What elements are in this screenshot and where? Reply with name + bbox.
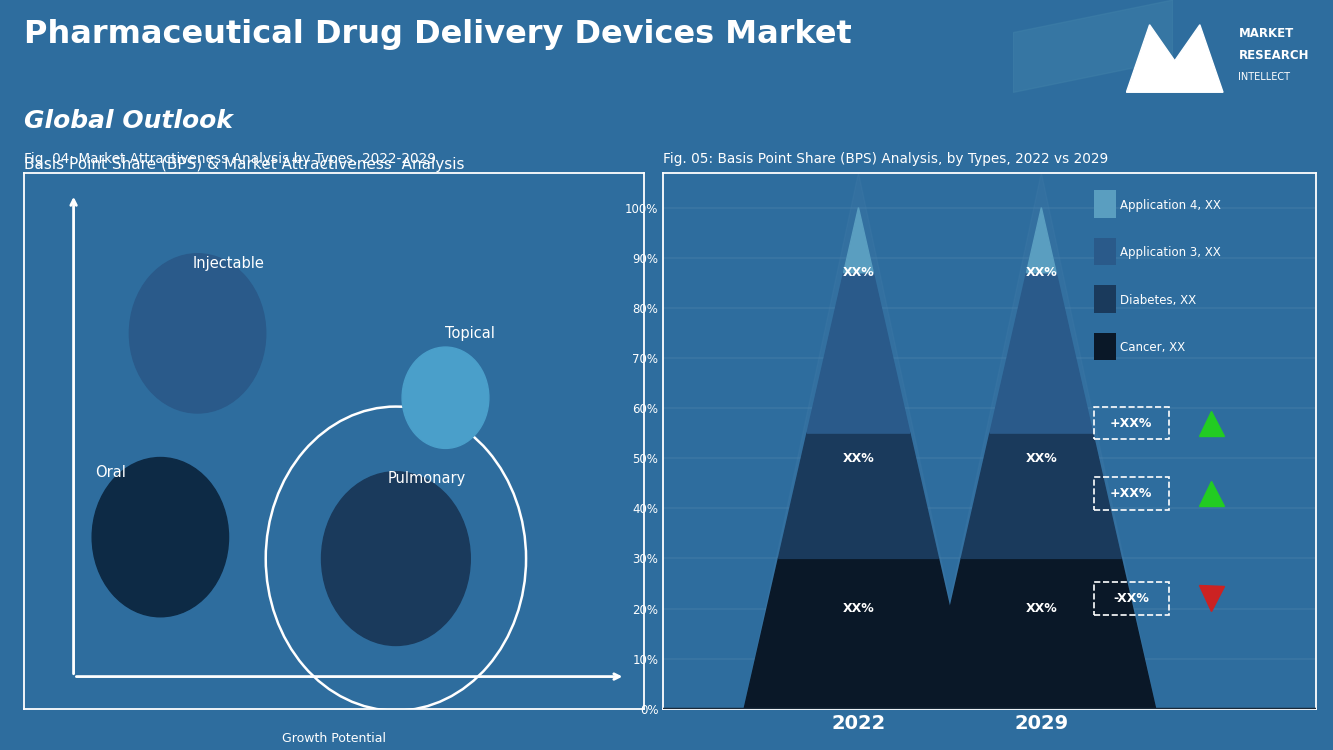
Polygon shape xyxy=(926,172,1156,709)
Text: Application 4, XX: Application 4, XX xyxy=(1120,199,1221,211)
Text: XX%: XX% xyxy=(842,602,874,615)
Text: +XX%: +XX% xyxy=(1110,416,1152,430)
Text: Injectable: Injectable xyxy=(192,256,264,272)
Text: XX%: XX% xyxy=(842,266,874,279)
Polygon shape xyxy=(1026,208,1056,273)
Polygon shape xyxy=(844,208,873,273)
Text: Global Outlook: Global Outlook xyxy=(24,109,233,133)
Ellipse shape xyxy=(129,254,265,413)
Ellipse shape xyxy=(403,347,489,448)
Polygon shape xyxy=(926,559,1156,709)
Text: +XX%: +XX% xyxy=(1110,487,1152,500)
Text: INTELLECT: INTELLECT xyxy=(1238,71,1290,82)
Text: Diabetes, XX: Diabetes, XX xyxy=(1120,294,1196,307)
Polygon shape xyxy=(744,172,973,709)
Text: Pulmonary: Pulmonary xyxy=(388,471,467,486)
Text: XX%: XX% xyxy=(1025,452,1057,465)
Polygon shape xyxy=(744,559,973,709)
Bar xyxy=(1093,285,1117,313)
Ellipse shape xyxy=(321,472,471,646)
Text: Application 3, XX: Application 3, XX xyxy=(1120,246,1221,259)
Polygon shape xyxy=(961,433,1121,559)
Text: XX%: XX% xyxy=(1025,602,1057,615)
Polygon shape xyxy=(778,433,938,559)
Text: Cancer, XX: Cancer, XX xyxy=(1120,341,1185,355)
Text: Fig. 04: Market Attractiveness Analysis by Types, 2022-2029: Fig. 04: Market Attractiveness Analysis … xyxy=(24,152,436,166)
Text: MARKET: MARKET xyxy=(1238,28,1294,40)
Text: Growth Potential: Growth Potential xyxy=(281,732,387,745)
Text: Topical: Topical xyxy=(445,326,496,340)
Text: XX%: XX% xyxy=(1025,266,1057,279)
Polygon shape xyxy=(1013,0,1173,92)
Polygon shape xyxy=(806,273,910,433)
Ellipse shape xyxy=(92,458,228,616)
Text: RESEARCH: RESEARCH xyxy=(1238,49,1309,62)
Text: Pharmaceutical Drug Delivery Devices Market: Pharmaceutical Drug Delivery Devices Mar… xyxy=(24,19,852,50)
Text: Basis Point Share (BPS) & Market Attractiveness  Analysis: Basis Point Share (BPS) & Market Attract… xyxy=(24,158,464,172)
Text: Oral: Oral xyxy=(96,465,127,480)
Polygon shape xyxy=(1126,25,1224,92)
Text: XX%: XX% xyxy=(842,452,874,465)
Text: -XX%: -XX% xyxy=(1113,592,1149,605)
Bar xyxy=(1093,238,1117,266)
Text: Fig. 05: Basis Point Share (BPS) Analysis, by Types, 2022 vs 2029: Fig. 05: Basis Point Share (BPS) Analysi… xyxy=(663,152,1108,166)
Bar xyxy=(1093,333,1117,361)
Polygon shape xyxy=(990,273,1093,433)
Bar xyxy=(1093,190,1117,217)
